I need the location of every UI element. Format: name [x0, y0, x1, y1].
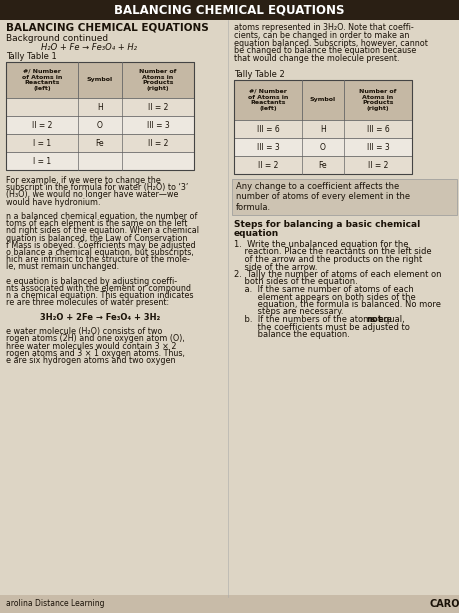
Bar — [6, 134, 194, 152]
Text: H: H — [97, 102, 103, 112]
Bar — [0, 0, 459, 20]
Bar — [6, 116, 194, 134]
Text: BALANCING CHEMICAL EQUATIONS: BALANCING CHEMICAL EQUATIONS — [114, 4, 344, 17]
Text: cients, can be changed in order to make an: cients, can be changed in order to make … — [234, 31, 409, 40]
Text: be changed to balance the equation because: be changed to balance the equation becau… — [234, 47, 416, 55]
Text: ll = 2: ll = 2 — [148, 139, 168, 148]
Text: 3H₂O + 2Fe → Fe₃O₄ + 3H₂: 3H₂O + 2Fe → Fe₃O₄ + 3H₂ — [40, 313, 160, 322]
Bar — [6, 62, 194, 170]
Text: O: O — [320, 142, 326, 151]
Text: Tally Table 1: Tally Table 1 — [6, 52, 57, 61]
Text: that would change the molecule present.: that would change the molecule present. — [234, 54, 399, 63]
Text: the coefficients must be adjusted to: the coefficients must be adjusted to — [234, 322, 410, 332]
Text: side of the arrow.: side of the arrow. — [234, 262, 318, 272]
Text: lll = 3: lll = 3 — [367, 142, 389, 151]
Text: Fe: Fe — [95, 139, 104, 148]
Text: Number of
Atoms in
Products
(right): Number of Atoms in Products (right) — [359, 89, 397, 111]
Text: e equation is balanced by adjusting coeffi-: e equation is balanced by adjusting coef… — [6, 277, 177, 286]
Text: equation: equation — [234, 229, 279, 238]
Text: #/ Number
of Atoms in
Reactants
(left): #/ Number of Atoms in Reactants (left) — [22, 69, 62, 91]
Text: ll = 2: ll = 2 — [32, 121, 52, 129]
Text: f Mass is obeyed. Coefficients may be adjusted: f Mass is obeyed. Coefficients may be ad… — [6, 241, 196, 250]
Text: toms of each element is the same on the left: toms of each element is the same on the … — [6, 219, 187, 228]
Text: equation, the formula is balanced. No more: equation, the formula is balanced. No mo… — [234, 300, 441, 309]
Text: H: H — [320, 124, 326, 134]
Text: n a balanced chemical equation, the number of: n a balanced chemical equation, the numb… — [6, 212, 197, 221]
Bar — [234, 120, 412, 138]
Text: equal,: equal, — [376, 315, 405, 324]
Text: Background continued: Background continued — [6, 34, 108, 43]
Text: ll = 2: ll = 2 — [148, 102, 168, 112]
Text: For example, if we were to change the: For example, if we were to change the — [6, 176, 161, 185]
Text: steps are necessary.: steps are necessary. — [234, 308, 343, 316]
Text: ll = 2: ll = 2 — [368, 161, 388, 170]
Text: ll = 2: ll = 2 — [258, 161, 278, 170]
Bar — [6, 152, 194, 170]
Text: l = 1: l = 1 — [33, 139, 51, 148]
Text: l = 1: l = 1 — [33, 156, 51, 166]
Text: not: not — [366, 315, 382, 324]
Text: Any change to a coefficient affects the
number of atoms of every element in the
: Any change to a coefficient affects the … — [236, 182, 410, 212]
Bar — [234, 80, 412, 120]
Text: o balance a chemical equation, but subscripts,: o balance a chemical equation, but subsc… — [6, 248, 194, 257]
Text: Tally Table 2: Tally Table 2 — [234, 70, 285, 79]
Text: nd right sides of the equation. When a chemical: nd right sides of the equation. When a c… — [6, 226, 199, 235]
Text: e water molecule (H₂O) consists of two: e water molecule (H₂O) consists of two — [6, 327, 162, 336]
Text: both sides of the equation.: both sides of the equation. — [234, 278, 358, 286]
Bar — [0, 595, 459, 613]
Text: #/ Number
of Atoms in
Reactants
(left): #/ Number of Atoms in Reactants (left) — [248, 89, 288, 111]
Text: lll = 6: lll = 6 — [257, 124, 280, 134]
Bar — [234, 156, 412, 174]
Bar — [234, 138, 412, 156]
Text: n a chemical equation. This equation indicates: n a chemical equation. This equation ind… — [6, 291, 194, 300]
Text: BALANCING CHEMICAL EQUATIONS: BALANCING CHEMICAL EQUATIONS — [6, 23, 209, 33]
Text: would have hydronium.: would have hydronium. — [6, 197, 101, 207]
Text: equation balanced. Subscripts, however, cannot: equation balanced. Subscripts, however, … — [234, 39, 428, 48]
Text: of the arrow and the products on the right: of the arrow and the products on the rig… — [234, 255, 422, 264]
Text: element appears on both sides of the: element appears on both sides of the — [234, 292, 416, 302]
Text: Steps for balancing a basic chemical: Steps for balancing a basic chemical — [234, 220, 420, 229]
Text: hich are intrinsic to the structure of the mole-: hich are intrinsic to the structure of t… — [6, 255, 190, 264]
Bar — [6, 62, 194, 98]
Text: quation is balanced, the Law of Conservation: quation is balanced, the Law of Conserva… — [6, 234, 187, 243]
Text: nts associated with the element or compound: nts associated with the element or compo… — [6, 284, 191, 293]
Text: Symbol: Symbol — [310, 97, 336, 102]
Text: Fe: Fe — [319, 161, 327, 170]
Text: rogen atoms (2H) and one oxygen atom (O),: rogen atoms (2H) and one oxygen atom (O)… — [6, 335, 185, 343]
Bar — [234, 80, 412, 174]
Text: lll = 6: lll = 6 — [367, 124, 389, 134]
Text: hree water molecules would contain 3 × 2: hree water molecules would contain 3 × 2 — [6, 341, 177, 351]
Text: H₂O + Fe → Fe₃O₄ + H₂: H₂O + Fe → Fe₃O₄ + H₂ — [41, 43, 137, 52]
Text: b.  If the numbers of the atoms are: b. If the numbers of the atoms are — [234, 315, 395, 324]
Text: le, must remain unchanged.: le, must remain unchanged. — [6, 262, 119, 272]
Text: 1.  Write the unbalanced equation for the: 1. Write the unbalanced equation for the — [234, 240, 409, 249]
Text: rogen atoms and 3 × 1 oxygen atoms. Thus,: rogen atoms and 3 × 1 oxygen atoms. Thus… — [6, 349, 185, 358]
Text: Symbol: Symbol — [87, 77, 113, 83]
Text: arolina Distance Learning: arolina Distance Learning — [6, 600, 105, 609]
Text: e are six hydrogen atoms and two oxygen: e are six hydrogen atoms and two oxygen — [6, 356, 175, 365]
Text: reaction. Place the reactants on the left side: reaction. Place the reactants on the lef… — [234, 248, 431, 256]
Bar — [6, 98, 194, 116]
Text: (H₃O), we would no longer have water—we: (H₃O), we would no longer have water—we — [6, 191, 179, 199]
Text: atoms represented in 3H₂O. Note that coeffi-: atoms represented in 3H₂O. Note that coe… — [234, 23, 414, 32]
Text: Number of
Atoms in
Products
(right): Number of Atoms in Products (right) — [140, 69, 177, 91]
Text: lll = 3: lll = 3 — [257, 142, 280, 151]
Bar — [232, 179, 457, 215]
Text: CAROLI: CAROLI — [430, 599, 459, 609]
Text: a.  If the same number of atoms of each: a. If the same number of atoms of each — [234, 285, 414, 294]
Text: subscript in the formula for water (H₂O) to ‘3’: subscript in the formula for water (H₂O)… — [6, 183, 188, 192]
Text: lll = 3: lll = 3 — [146, 121, 169, 129]
Text: O: O — [97, 121, 103, 129]
Text: 2.  Tally the number of atoms of each element on: 2. Tally the number of atoms of each ele… — [234, 270, 442, 279]
Text: re are three molecules of water present:: re are three molecules of water present: — [6, 299, 169, 307]
Text: balance the equation.: balance the equation. — [234, 330, 350, 339]
